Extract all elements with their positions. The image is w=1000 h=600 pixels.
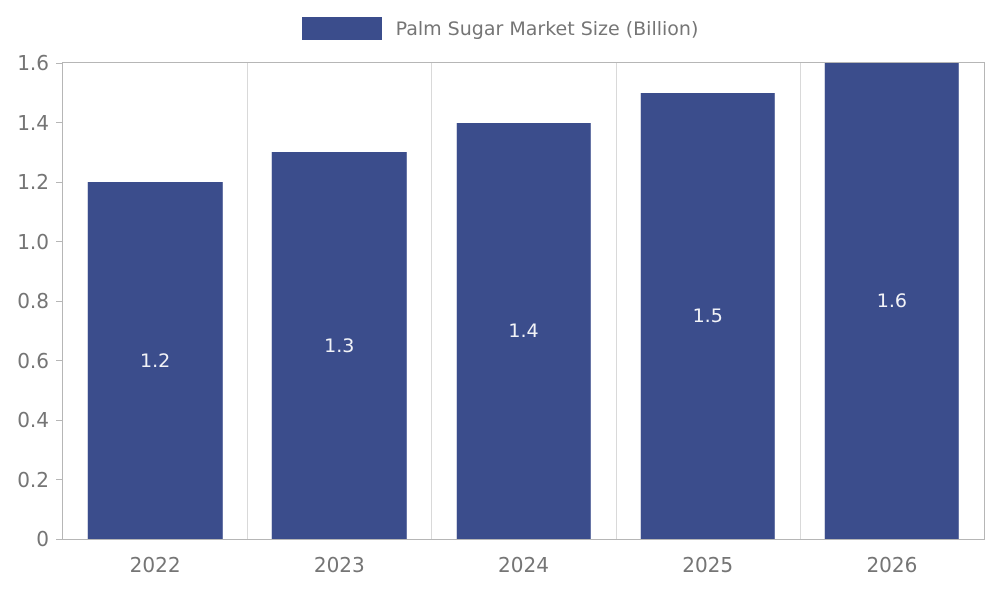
bar-value-label: 1.6 <box>876 290 907 312</box>
legend-swatch <box>301 17 382 40</box>
bar-2022: 1.2 <box>87 182 223 539</box>
y-axis-tick-mark <box>56 241 63 242</box>
vertical-gridline <box>431 63 433 539</box>
y-axis-tick-label: 0.4 <box>17 408 49 432</box>
y-axis-tick-label: 1.6 <box>17 51 49 75</box>
y-axis-tick-label: 0.8 <box>17 289 49 313</box>
plot-area: 1.2 1.3 1.4 1.5 1.6 0 0.2 0.4 0.6 0.8 1.0 1.2 1.4 1.6… <box>17 51 985 577</box>
x-axis-tick-label: 2026 <box>866 553 918 577</box>
y-axis-tick-label: 0.6 <box>17 348 49 373</box>
y-axis-tick-label: 1.2 <box>17 170 49 194</box>
chart-legend: Palm Sugar Market Size (Billion) <box>0 17 1000 40</box>
y-axis-tick-mark <box>56 181 63 183</box>
y-axis-tick-label: 0.2 <box>17 467 49 492</box>
x-axis-tick-label: 2024 <box>498 553 549 577</box>
y-axis-tick-mark <box>56 538 63 540</box>
x-axis-tick-label: 2022 <box>129 553 181 577</box>
y-axis-tick-mark <box>56 122 63 123</box>
bar-value-label: 1.3 <box>324 334 355 357</box>
vertical-gridline <box>799 63 801 539</box>
vertical-gridline <box>615 63 617 539</box>
y-axis-tick-mark <box>56 479 63 480</box>
bar-2023: 1.3 <box>272 152 407 539</box>
bar-value-label: 1.2 <box>139 349 171 372</box>
y-axis-tick-mark <box>56 300 63 302</box>
bar-2024: 1.4 <box>456 122 591 539</box>
y-axis-tick-label: 1.0 <box>17 229 49 254</box>
x-axis-tick-label: 2025 <box>682 553 734 577</box>
bar-2026: 1.6 <box>824 63 960 539</box>
bar-value-label: 1.4 <box>508 319 539 342</box>
y-axis-tick-mark <box>56 419 63 421</box>
y-axis-tick-label: 0 <box>36 527 49 551</box>
y-axis-tick-mark <box>56 360 63 361</box>
bar-2025: 1.5 <box>640 92 775 539</box>
y-axis-tick-mark <box>56 62 63 64</box>
y-axis-tick-label: 1.4 <box>17 110 49 135</box>
x-axis-tick-label: 2023 <box>313 553 365 577</box>
legend-title: Palm Sugar Market Size (Billion) <box>395 17 699 40</box>
bar-value-label: 1.5 <box>692 304 723 327</box>
vertical-gridline <box>247 63 249 539</box>
